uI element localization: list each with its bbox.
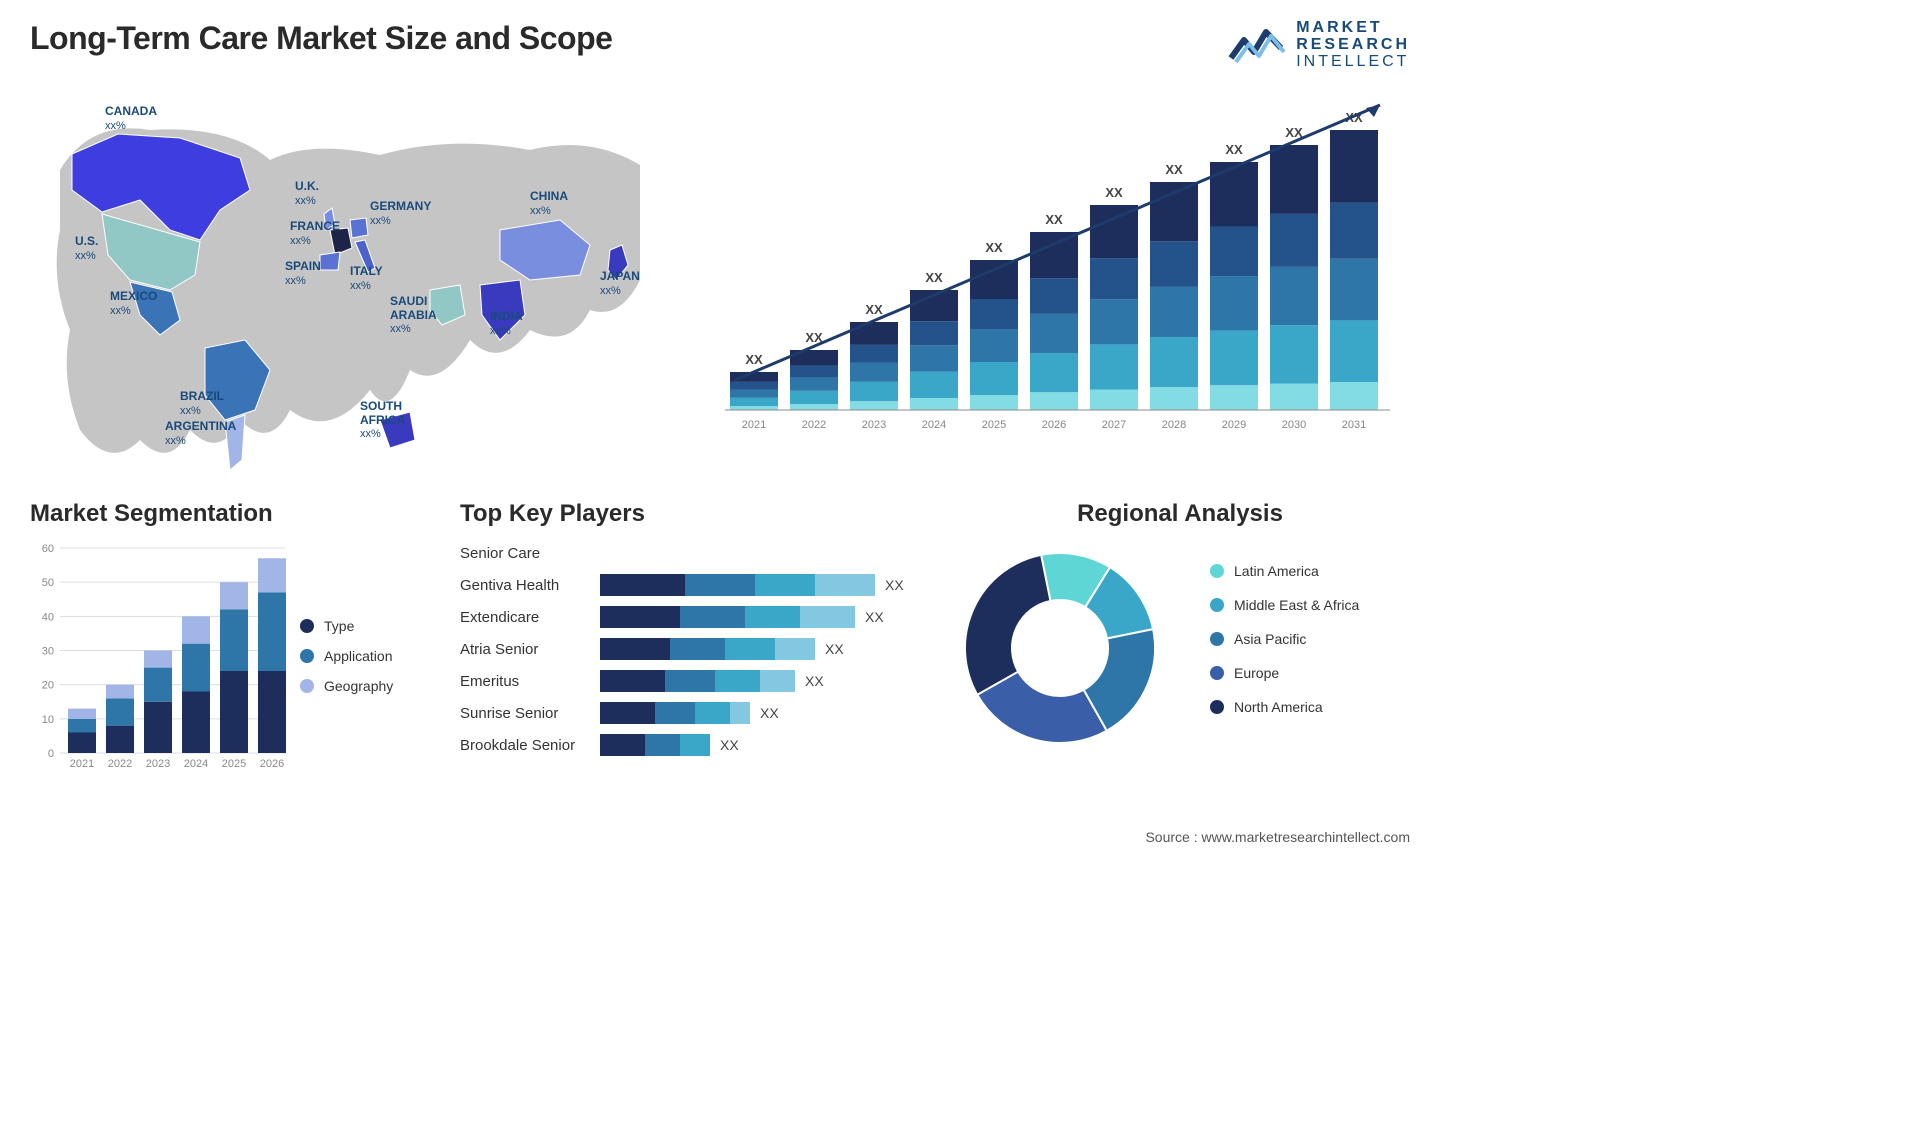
svg-text:50: 50: [42, 578, 54, 590]
player-row: Atria SeniorXX: [460, 634, 920, 664]
growth-bar-chart: XX 2021 XX 2022 XX 2023 XX 2024 XX 2025 XX 2026 XX 20…: [710, 80, 1410, 450]
svg-text:2028: 2028: [1162, 419, 1186, 431]
svg-text:40: 40: [42, 612, 54, 624]
svg-text:2026: 2026: [1042, 419, 1066, 431]
players-title: Top Key Players: [460, 500, 920, 528]
svg-text:2024: 2024: [922, 419, 946, 431]
player-row: Senior Care: [460, 538, 920, 568]
svg-text:2022: 2022: [802, 419, 826, 431]
logo-icon: [1226, 20, 1286, 70]
svg-text:XX: XX: [1165, 162, 1183, 177]
svg-text:60: 60: [42, 543, 54, 555]
segmentation-title: Market Segmentation: [30, 500, 430, 528]
legend-item: Asia Pacific: [1210, 631, 1359, 647]
map-label: CANADAxx%: [105, 105, 157, 131]
map-label: U.S.xx%: [75, 235, 98, 261]
svg-text:30: 30: [42, 646, 54, 658]
map-label: SAUDIARABIAxx%: [390, 295, 437, 335]
svg-text:20: 20: [42, 680, 54, 692]
legend-item: Geography: [300, 678, 393, 694]
map-label: MEXICOxx%: [110, 290, 157, 316]
svg-text:2023: 2023: [146, 758, 170, 770]
svg-text:XX: XX: [745, 352, 763, 367]
svg-text:XX: XX: [1225, 142, 1243, 157]
svg-text:2029: 2029: [1222, 419, 1246, 431]
svg-text:2027: 2027: [1102, 419, 1126, 431]
logo: MARKET RESEARCH INTELLECT: [1226, 20, 1410, 70]
map-label: SPAINxx%: [285, 260, 321, 286]
svg-text:2021: 2021: [742, 419, 766, 431]
map-label: SOUTHAFRICAxx%: [360, 400, 405, 440]
segmentation-legend: Type Application Geography: [300, 618, 393, 708]
svg-text:2022: 2022: [108, 758, 132, 770]
world-map: CANADAxx% U.S.xx% MEXICOxx% BRAZILxx% ARGENT…: [30, 80, 670, 480]
donut-chart: [950, 538, 1170, 758]
map-label: CHINAxx%: [530, 190, 568, 216]
legend-item: Europe: [1210, 665, 1359, 681]
map-label: FRANCExx%: [290, 220, 340, 246]
legend-item: Application: [300, 648, 393, 664]
legend-item: Type: [300, 618, 393, 634]
source-text: Source : www.marketresearchintellect.com: [1145, 829, 1410, 845]
svg-text:10: 10: [42, 714, 54, 726]
map-label: GERMANYxx%: [370, 200, 431, 226]
svg-text:2025: 2025: [222, 758, 246, 770]
svg-text:XX: XX: [1105, 185, 1123, 200]
svg-text:2031: 2031: [1342, 419, 1366, 431]
segmentation-chart: 0 10 20 30 40 50 60 2021 2022 2023 2024 2025 2026 Ty…: [30, 538, 430, 778]
map-label: JAPANxx%: [600, 270, 640, 296]
svg-text:XX: XX: [925, 270, 943, 285]
svg-text:XX: XX: [865, 302, 883, 317]
legend-item: North America: [1210, 699, 1359, 715]
logo-line2: RESEARCH: [1296, 37, 1410, 54]
regional-title: Regional Analysis: [950, 500, 1410, 528]
svg-text:2024: 2024: [184, 758, 208, 770]
svg-text:2021: 2021: [70, 758, 94, 770]
players-chart: Senior CareGentiva HealthXXExtendicareXX…: [460, 538, 920, 760]
svg-text:2026: 2026: [260, 758, 284, 770]
map-label: ITALYxx%: [350, 265, 383, 291]
legend-item: Latin America: [1210, 563, 1359, 579]
page-title: Long-Term Care Market Size and Scope: [30, 20, 612, 57]
player-row: Sunrise SeniorXX: [460, 698, 920, 728]
logo-line1: MARKET: [1296, 20, 1410, 37]
regional-legend: Latin America Middle East & Africa Asia Pa…: [1210, 563, 1359, 733]
map-label: BRAZILxx%: [180, 390, 224, 416]
player-row: EmeritusXX: [460, 666, 920, 696]
svg-text:0: 0: [48, 748, 54, 760]
svg-text:XX: XX: [1045, 212, 1063, 227]
map-label: INDIAxx%: [490, 310, 523, 336]
map-label: ARGENTINAxx%: [165, 420, 236, 446]
player-row: ExtendicareXX: [460, 602, 920, 632]
logo-line3: INTELLECT: [1296, 54, 1410, 71]
svg-text:2023: 2023: [862, 419, 886, 431]
svg-text:XX: XX: [985, 240, 1003, 255]
svg-text:2025: 2025: [982, 419, 1006, 431]
svg-text:2030: 2030: [1282, 419, 1306, 431]
player-row: Brookdale SeniorXX: [460, 730, 920, 760]
legend-item: Middle East & Africa: [1210, 597, 1359, 613]
player-row: Gentiva HealthXX: [460, 570, 920, 600]
map-label: U.K.xx%: [295, 180, 319, 206]
